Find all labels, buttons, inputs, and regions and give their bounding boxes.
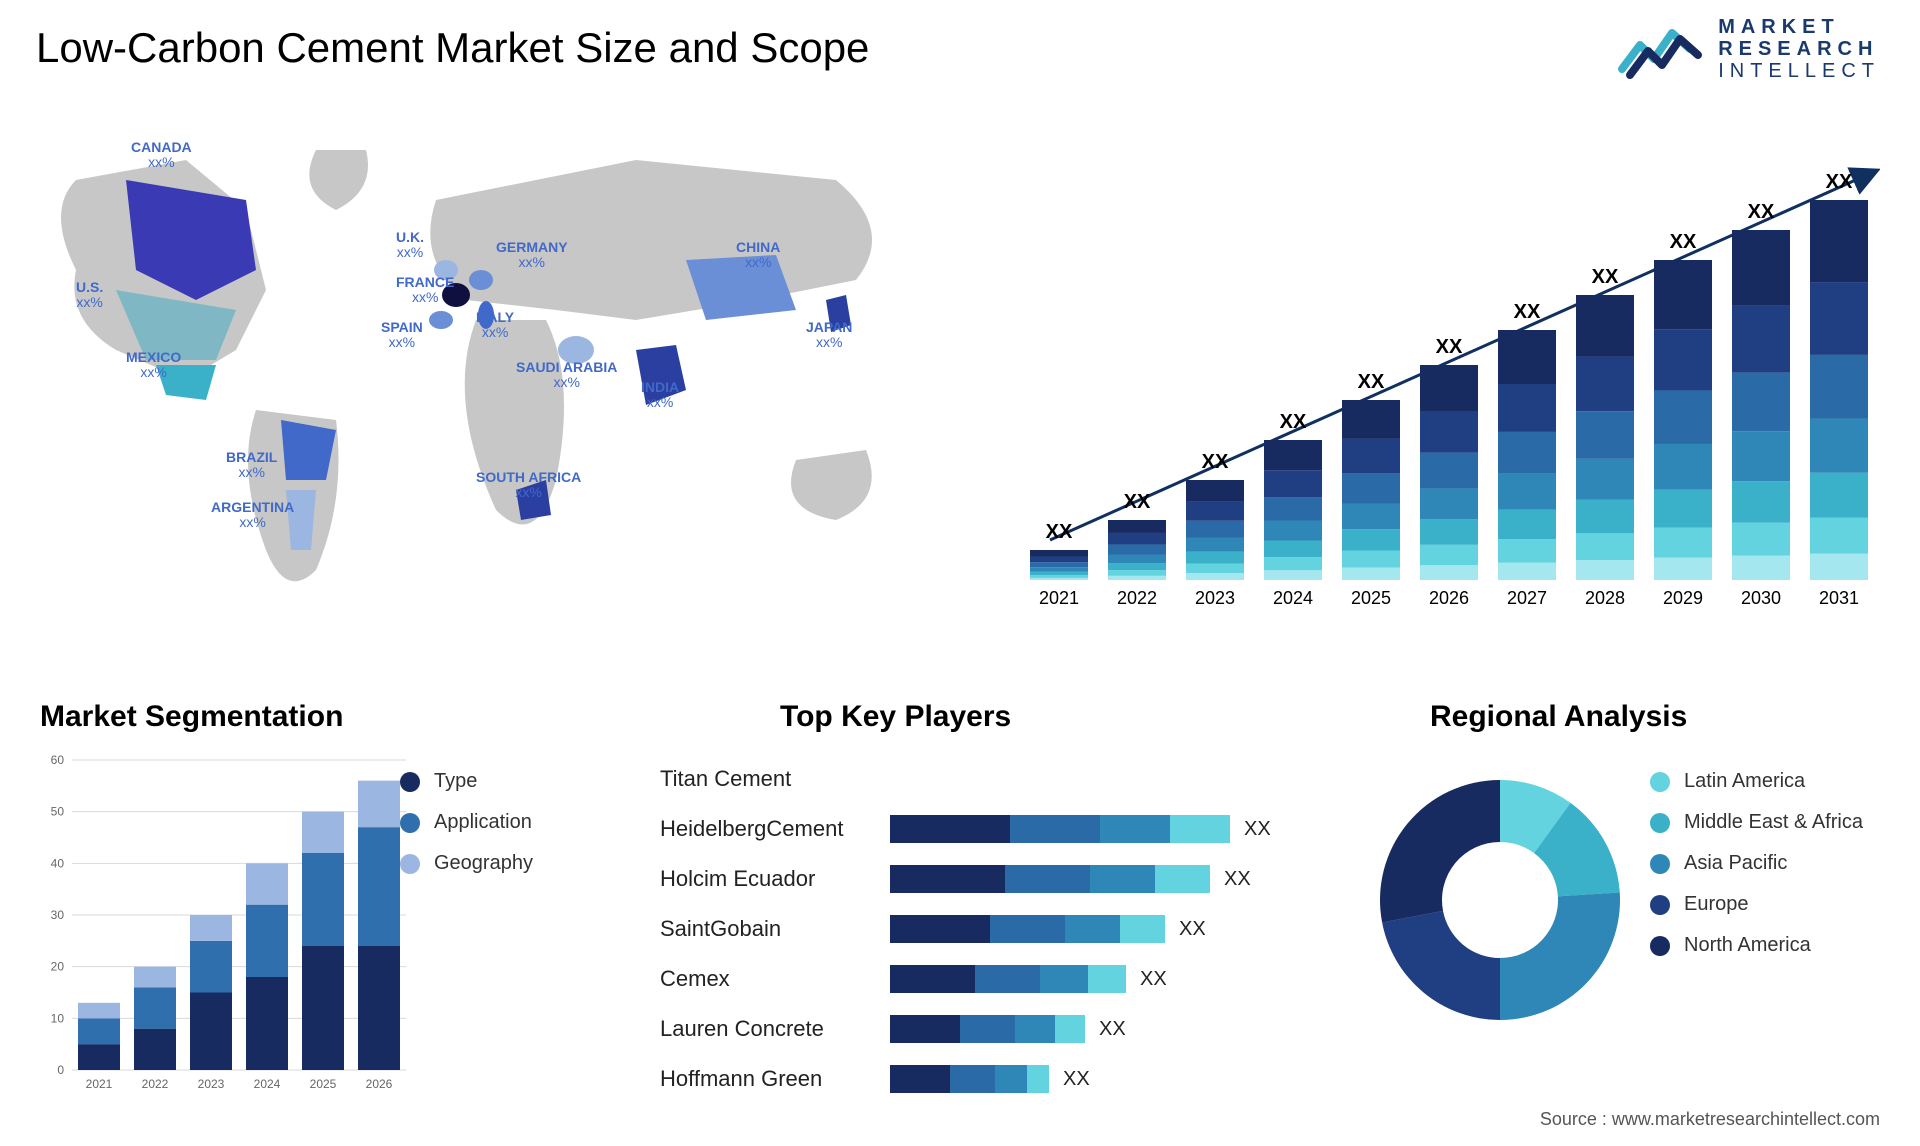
map-label: BRAZILxx% [226, 450, 277, 481]
key-player-label: HeidelbergCement [660, 816, 890, 842]
value-xx: XX [1099, 1018, 1126, 1041]
value-xx: XX [1140, 968, 1167, 991]
map-label: U.S.xx% [76, 280, 103, 311]
key-player-label: Cemex [660, 966, 890, 992]
legend-item: Latin America [1650, 770, 1863, 793]
legend-item: Middle East & Africa [1650, 811, 1863, 834]
svg-text:30: 30 [51, 908, 65, 922]
svg-text:2026: 2026 [366, 1077, 393, 1091]
legend-item: Type [400, 770, 533, 793]
key-player-label: SaintGobain [660, 916, 890, 942]
logo-line1: MARKET [1718, 16, 1880, 38]
map-label: JAPANxx% [806, 320, 852, 351]
svg-text:2021: 2021 [1039, 588, 1079, 608]
legend-item: Europe [1650, 893, 1863, 916]
svg-text:2024: 2024 [254, 1077, 281, 1091]
key-player-row: Cemex XX [660, 954, 1340, 1004]
legend-item: Geography [400, 852, 533, 875]
map-label: ARGENTINAxx% [211, 500, 294, 531]
map-label: SOUTH AFRICAxx% [476, 470, 581, 501]
key-player-label: Lauren Concrete [660, 1016, 890, 1042]
svg-text:2025: 2025 [310, 1077, 337, 1091]
svg-text:XX: XX [1514, 301, 1541, 323]
svg-text:XX: XX [1046, 521, 1073, 543]
map-label: INDIAxx% [641, 380, 679, 411]
svg-text:2022: 2022 [1117, 588, 1157, 608]
svg-text:2027: 2027 [1507, 588, 1547, 608]
key-player-row: HeidelbergCement XX [660, 804, 1340, 854]
svg-text:2025: 2025 [1351, 588, 1391, 608]
value-xx: XX [1179, 918, 1206, 941]
svg-text:0: 0 [57, 1063, 64, 1077]
svg-text:XX: XX [1280, 411, 1307, 433]
svg-text:2031: 2031 [1819, 588, 1859, 608]
svg-text:XX: XX [1826, 171, 1853, 193]
svg-text:2022: 2022 [142, 1077, 169, 1091]
svg-text:2023: 2023 [1195, 588, 1235, 608]
map-label: SAUDI ARABIAxx% [516, 360, 617, 391]
svg-text:XX: XX [1670, 231, 1697, 253]
map-label: GERMANYxx% [496, 240, 568, 271]
svg-text:XX: XX [1592, 266, 1619, 288]
key-player-label: Holcim Ecuador [660, 866, 890, 892]
map-label: SPAINxx% [381, 320, 423, 351]
svg-text:50: 50 [51, 805, 65, 819]
map-label: CANADAxx% [131, 140, 192, 171]
logo-line2: RESEARCH [1718, 38, 1880, 60]
key-player-label: Titan Cement [660, 766, 890, 792]
svg-text:XX: XX [1748, 201, 1775, 223]
svg-text:2023: 2023 [198, 1077, 225, 1091]
key-player-row: Titan Cement [660, 754, 1340, 804]
map-label: CHINAxx% [736, 240, 780, 271]
value-xx: XX [1063, 1068, 1090, 1091]
svg-text:XX: XX [1436, 336, 1463, 358]
map-label: U.K.xx% [396, 230, 424, 261]
svg-text:40: 40 [51, 856, 65, 870]
legend-item: North America [1650, 934, 1863, 957]
source-text: Source : www.marketresearchintellect.com [1540, 1109, 1880, 1130]
segmentation-chart: 0 10 20 30 40 50 60 2021 2022 2023 2024 2025 2026 [36, 700, 616, 1100]
key-player-row: Holcim Ecuador XX [660, 854, 1340, 904]
value-xx: XX [1244, 818, 1271, 841]
svg-text:XX: XX [1124, 491, 1151, 513]
key-player-row: Lauren Concrete XX [660, 1004, 1340, 1054]
key-player-label: Hoffmann Green [660, 1066, 890, 1092]
legend-item: Asia Pacific [1650, 852, 1863, 875]
svg-text:60: 60 [51, 753, 65, 767]
svg-text:2029: 2029 [1663, 588, 1703, 608]
svg-text:20: 20 [51, 960, 65, 974]
value-xx: XX [1224, 868, 1251, 891]
key-player-row: SaintGobain XX [660, 904, 1340, 954]
svg-text:2024: 2024 [1273, 588, 1313, 608]
svg-text:XX: XX [1202, 451, 1229, 473]
map-label: MEXICOxx% [126, 350, 181, 381]
key-players-chart: Titan CementHeidelbergCementXXHolcim Ecu… [660, 700, 1340, 1120]
brand-logo: MARKET RESEARCH INTELLECT [1618, 16, 1880, 82]
svg-text:2021: 2021 [86, 1077, 113, 1091]
logo-icon [1618, 19, 1704, 79]
svg-text:2030: 2030 [1741, 588, 1781, 608]
legend-item: Application [400, 811, 533, 834]
growth-bar-chart: XX 2021 XX 2022 XX 2023 XX 2024 XX 2025 XX 2026 XX 20… [1020, 140, 1880, 620]
segmentation-legend: Type Application Geography [400, 770, 533, 893]
svg-text:2026: 2026 [1429, 588, 1469, 608]
svg-text:10: 10 [51, 1011, 65, 1025]
world-map: CANADAxx% U.S.xx% MEXICOxx% BRAZILxx% ARGENT… [36, 120, 956, 620]
map-label: ITALYxx% [476, 310, 514, 341]
key-player-row: Hoffmann Green XX [660, 1054, 1340, 1104]
svg-text:2028: 2028 [1585, 588, 1625, 608]
regional-legend: Latin America Middle East & Africa Asia Pa… [1650, 770, 1863, 975]
logo-line3: INTELLECT [1718, 60, 1880, 82]
svg-text:XX: XX [1358, 371, 1385, 393]
page-title: Low-Carbon Cement Market Size and Scope [36, 24, 869, 72]
map-label: FRANCExx% [396, 275, 454, 306]
